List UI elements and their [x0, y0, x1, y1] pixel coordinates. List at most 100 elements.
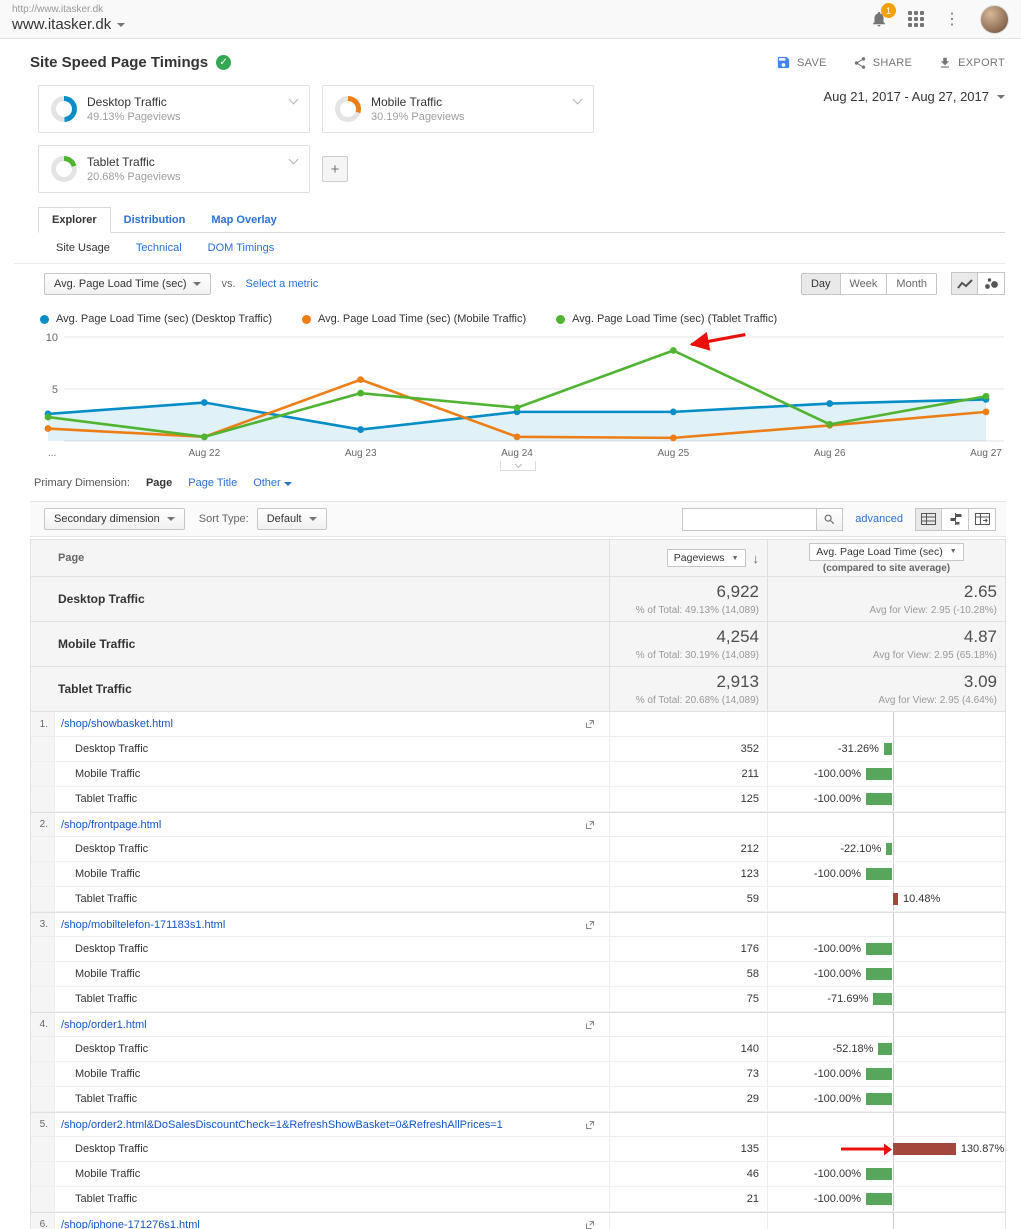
segment-name: Mobile Traffic [75, 868, 141, 880]
notifications-button[interactable]: 1 [870, 3, 896, 28]
advanced-search-link[interactable]: advanced [855, 513, 903, 525]
open-in-new-button[interactable] [585, 719, 595, 729]
pageviews-column-select[interactable]: Pageviews ▼ [666, 549, 746, 567]
data-point[interactable] [669, 347, 677, 354]
chevron-down-icon[interactable] [288, 94, 299, 105]
data-point[interactable] [982, 408, 990, 416]
delta-bar [886, 843, 892, 855]
chevron-down-icon[interactable] [288, 154, 299, 165]
tab-distribution[interactable]: Distribution [123, 214, 186, 226]
table-search-input[interactable] [682, 507, 817, 531]
open-in-new-button[interactable] [585, 1220, 595, 1229]
column-header-page[interactable]: Page [58, 552, 85, 564]
sort-type-dropdown[interactable]: Default [256, 508, 327, 530]
page-link[interactable]: /shop/showbasket.html [61, 718, 173, 730]
motion-chart-mode-button[interactable] [978, 272, 1005, 295]
account-selector[interactable]: www.itasker.dk [12, 16, 126, 34]
summary-segment-name: Tablet Traffic [58, 682, 132, 696]
export-button[interactable]: EXPORT [938, 56, 1005, 70]
view-table-button[interactable] [915, 507, 942, 531]
data-point[interactable] [513, 404, 521, 412]
granularity-month-button[interactable]: Month [887, 272, 937, 295]
segment-delta-cell: 130.87% [767, 1137, 1005, 1161]
dimension-page-title[interactable]: Page Title [188, 477, 238, 489]
page-row: 6. /shop/iphone-171276s1.html [31, 1212, 1005, 1229]
data-point[interactable] [200, 399, 208, 406]
open-in-new-button[interactable] [585, 920, 595, 930]
segment-card-mobile[interactable]: Mobile Traffic 30.19% Pageviews [322, 85, 594, 133]
subtab-technical[interactable]: Technical [135, 242, 182, 254]
page-link[interactable]: /shop/mobiltelefon-171183s1.html [61, 918, 226, 931]
open-in-new-button[interactable] [585, 1020, 595, 1030]
page-link[interactable]: /shop/frontpage.html [61, 818, 162, 831]
comparison-icon [950, 513, 961, 525]
apps-grid-button[interactable] [908, 11, 924, 27]
dimension-other[interactable]: Other [253, 477, 292, 489]
data-point[interactable] [44, 413, 52, 421]
data-point[interactable] [826, 400, 834, 407]
delta-axis-line [893, 937, 894, 961]
data-point[interactable] [982, 392, 990, 400]
page-link[interactable]: /shop/order2.html&DoSalesDiscountCheck=1… [61, 1118, 503, 1131]
data-point[interactable] [357, 389, 365, 397]
select-metric-link[interactable]: Select a metric [245, 277, 319, 290]
delta-axis-line [893, 1187, 894, 1211]
data-point[interactable] [357, 426, 365, 433]
segment-name: Tablet Traffic [75, 993, 138, 1005]
segment-name: Tablet Traffic [75, 793, 138, 805]
segment-pageviews: 59 [609, 887, 767, 911]
page-delta-cell [767, 813, 1005, 836]
page-link[interactable]: /shop/order1.html [61, 1018, 147, 1031]
page-pageviews-cell [609, 813, 767, 836]
page-row: 2. /shop/frontpage.html [31, 812, 1005, 837]
granularity-week-button[interactable]: Week [840, 272, 888, 295]
tab-explorer[interactable]: Explorer [38, 207, 111, 233]
avg-load-time-column-select[interactable]: Avg. Page Load Time (sec) ▼ [809, 542, 964, 561]
data-point[interactable] [669, 408, 677, 416]
granularity-day-button[interactable]: Day [800, 272, 841, 295]
row-index-spacer [31, 787, 55, 811]
save-button[interactable]: SAVE [776, 55, 827, 70]
data-point[interactable] [513, 433, 521, 441]
dimension-page[interactable]: Page [145, 477, 173, 489]
search-icon [824, 514, 835, 524]
chevron-down-icon[interactable] [572, 94, 583, 105]
delta-axis-line [893, 962, 894, 986]
delta-axis-line [893, 862, 894, 886]
delta-axis-line [893, 762, 894, 786]
search-button[interactable] [816, 507, 844, 531]
data-point[interactable] [826, 420, 834, 428]
secondary-dimension-button[interactable]: Secondary dimension [44, 508, 185, 530]
line-chart-mode-button[interactable] [951, 272, 978, 295]
subtab-site-usage[interactable]: Site Usage [56, 242, 110, 254]
view-pivot-button[interactable] [969, 507, 996, 531]
segment-card-desktop[interactable]: Desktop Traffic 49.13% Pageviews [38, 85, 310, 133]
date-range-selector[interactable]: Aug 21, 2017 - Aug 27, 2017 [823, 89, 1005, 104]
add-segment-button[interactable]: + [322, 156, 348, 182]
segment-delta-cell: -100.00% [767, 762, 1005, 786]
collapse-chart-button[interactable] [500, 460, 536, 471]
data-point[interactable] [669, 434, 677, 442]
page-link[interactable]: /shop/iphone-171276s1.html [61, 1218, 200, 1229]
sort-descending-icon[interactable]: ↓ [752, 550, 760, 566]
tab-map-overlay[interactable]: Map Overlay [211, 214, 277, 226]
delta-value: -52.18% [832, 1043, 874, 1055]
view-comparison-button[interactable] [942, 507, 969, 531]
delta-axis-line [893, 987, 894, 1011]
avatar[interactable] [980, 4, 1009, 34]
share-button[interactable]: SHARE [853, 56, 912, 70]
report-tabs: Explorer Distribution Map Overlay [38, 207, 1005, 233]
summary-row: Tablet Traffic 2,913 % of Total: 20.68% (1… [31, 667, 1005, 712]
segment-card-tablet[interactable]: Tablet Traffic 20.68% Pageviews [38, 145, 310, 193]
page-cell: /shop/frontpage.html [55, 813, 609, 836]
delta-axis-line [893, 1113, 894, 1136]
data-point[interactable] [200, 433, 208, 441]
metric-selector-dropdown[interactable]: Avg. Page Load Time (sec) [44, 272, 212, 295]
open-in-new-button[interactable] [585, 1120, 595, 1130]
subtab-dom-timings[interactable]: DOM Timings [207, 242, 275, 254]
open-in-new-button[interactable] [585, 820, 595, 830]
more-options-button[interactable]: ⋮ [944, 11, 960, 28]
data-point[interactable] [44, 425, 52, 432]
delta-value: -100.00% [813, 1193, 861, 1205]
data-point[interactable] [357, 376, 365, 384]
